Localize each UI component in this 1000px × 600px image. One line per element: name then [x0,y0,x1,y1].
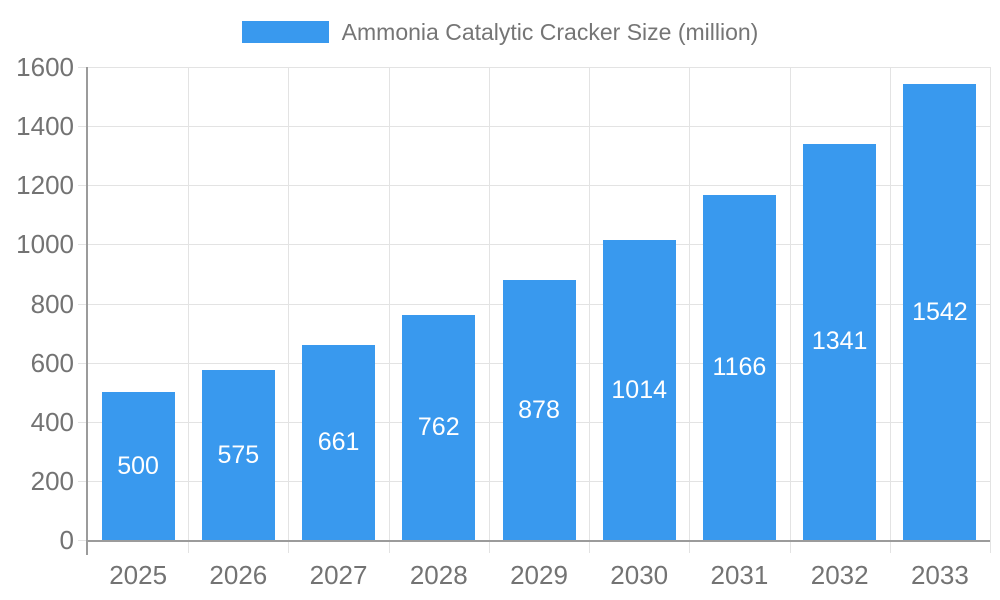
x-tick-label: 2026 [209,560,268,590]
x-tick-label: 2033 [910,560,969,590]
x-grid-line [589,67,591,553]
x-tick-label: 2031 [710,560,769,590]
y-tick-label: 1000 [16,229,74,260]
y-tick-label: 800 [30,288,74,319]
bar-value-label: 575 [217,440,260,469]
bar-2033[interactable]: 1542 [903,84,977,540]
x-grid-line [689,67,691,553]
bar-2028[interactable]: 762 [402,314,476,540]
y-tick-label: 1600 [16,52,74,82]
bar-value-label: 661 [317,427,360,456]
bar-2030[interactable]: 1014 [602,240,676,540]
bar-2025[interactable]: 500 [101,392,175,540]
y-grid-line [78,244,990,246]
y-tick-label: 600 [30,347,74,378]
bar-value-label: 500 [117,451,159,480]
bar-2027[interactable]: 661 [302,344,376,540]
y-tick-label: 200 [30,465,74,496]
x-grid-line [188,67,190,553]
bar-2026[interactable]: 575 [201,370,275,540]
legend[interactable]: Ammonia Catalytic Cracker Size (million) [0,17,1000,47]
x-tick-label: 2032 [810,560,869,590]
bar-2029[interactable]: 878 [502,280,576,540]
bar-value-label: 1166 [712,353,767,382]
x-axis-line [88,540,990,542]
x-tick-label: 2029 [510,560,568,590]
y-grid-line [78,126,990,128]
bar-value-label: 878 [518,395,560,424]
bar-value-label: 762 [417,412,460,441]
x-grid-line [388,67,390,553]
x-grid-line [889,67,891,553]
y-tick-label: 400 [30,406,74,437]
y-tick-label: 1200 [16,170,74,201]
y-axis-line [86,67,88,555]
bar-value-label: 1341 [811,327,868,356]
y-tick-label: 1400 [16,111,74,142]
y-tick-label: 0 [59,525,74,555]
legend-swatch-icon [241,21,329,43]
x-tick-label: 2030 [610,560,669,590]
y-grid-line [78,185,990,187]
x-tick-label: 2028 [409,560,468,590]
legend-label: Ammonia Catalytic Cracker Size (million) [341,18,759,45]
x-tick-label: 2027 [309,560,368,590]
x-grid-line [789,67,791,553]
bar-value-label: 1014 [611,375,668,404]
x-grid-line [488,67,490,553]
bar-2031[interactable]: 1166 [702,195,776,540]
y-grid-line [78,67,990,68]
bar-value-label: 1542 [912,297,968,326]
bar-2032[interactable]: 1341 [803,143,877,540]
x-tick-label: 2025 [109,560,168,590]
x-grid-line [288,67,290,553]
x-grid-line [990,67,991,553]
